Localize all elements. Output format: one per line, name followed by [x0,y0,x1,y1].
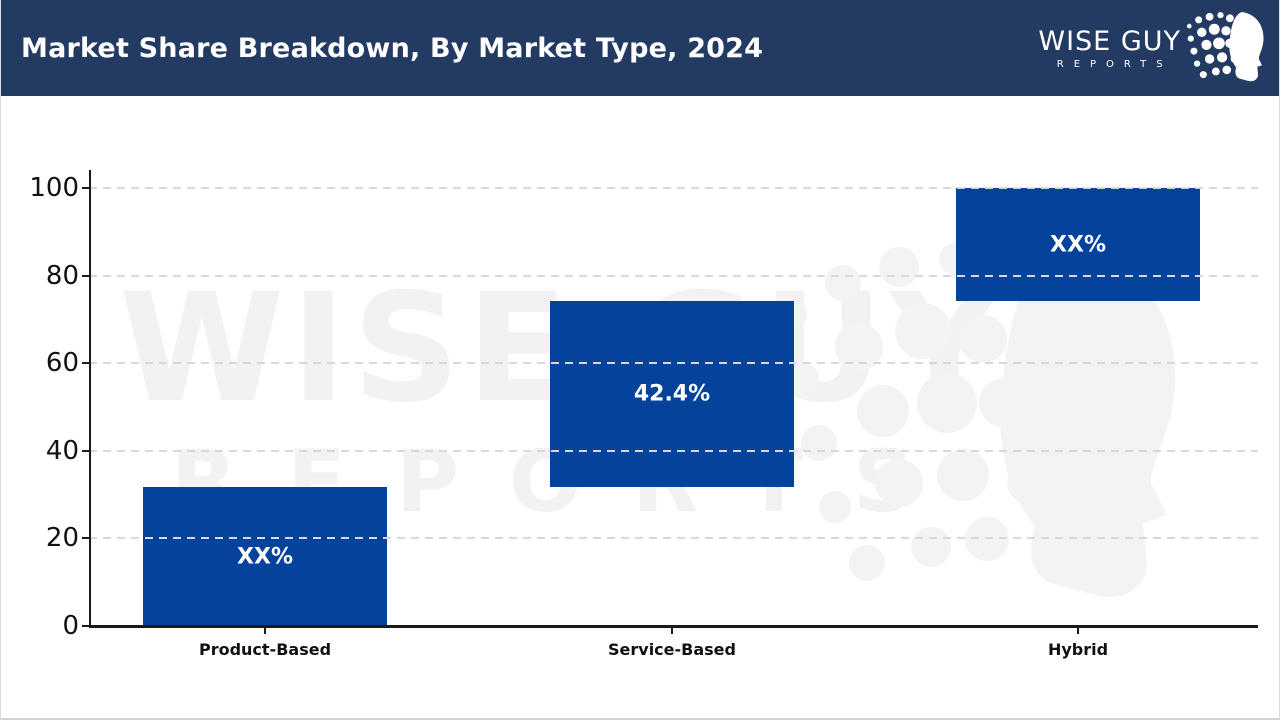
y-tick-label-80: 80 [45,260,79,291]
bar-service-based [550,301,794,488]
y-tick-0 [82,625,89,627]
y-tick-label-20: 20 [45,523,79,554]
y-tick-label-100: 100 [29,173,79,203]
y-tick-40 [82,449,89,452]
gridline-40 [89,449,1258,452]
x-category-label: Service-Based [608,640,736,659]
logo-sub-text: REPORTS [1056,59,1173,70]
gridline-60 [89,362,1258,365]
x-category-label: Product-Based [198,640,332,659]
y-tick-20 [82,537,89,540]
x-tick-product-based [264,626,266,634]
y-tick-label-40: 40 [45,435,79,466]
wiseguy-face-icon [1186,12,1264,82]
y-axis-line [89,170,91,628]
watermark-face-icon [783,243,1176,598]
page-title: Market Share Breakdown, By Market Type, … [21,32,764,64]
bar-value-label: XX% [1050,232,1106,258]
y-tick-100 [82,187,89,189]
bar-hybrid [956,188,1200,302]
y-tick-label-0: 0 [62,611,79,641]
x-tick-hybrid [1077,626,1079,634]
header-bar: Market Share Breakdown, By Market Type, … [1,0,1279,96]
gridline-80 [89,274,1258,277]
y-tick-80 [82,274,89,277]
x-tick-service-based [671,626,673,634]
x-axis-line [89,625,1258,628]
gridline-20 [89,537,1258,540]
logo-brand-text: WISE GUY [1038,26,1181,57]
y-tick-60 [82,362,89,365]
bar-value-label: XX% [237,544,293,570]
wiseguy-logo: WISE GUY REPORTS [1038,5,1269,91]
bar-value-label: 42.4% [633,381,711,407]
y-tick-label-60: 60 [45,348,79,379]
bar-product-based [143,487,387,626]
gridline-100 [89,187,1258,189]
bottom-divider [1,718,1279,720]
x-category-label: Hybrid [1047,640,1109,659]
